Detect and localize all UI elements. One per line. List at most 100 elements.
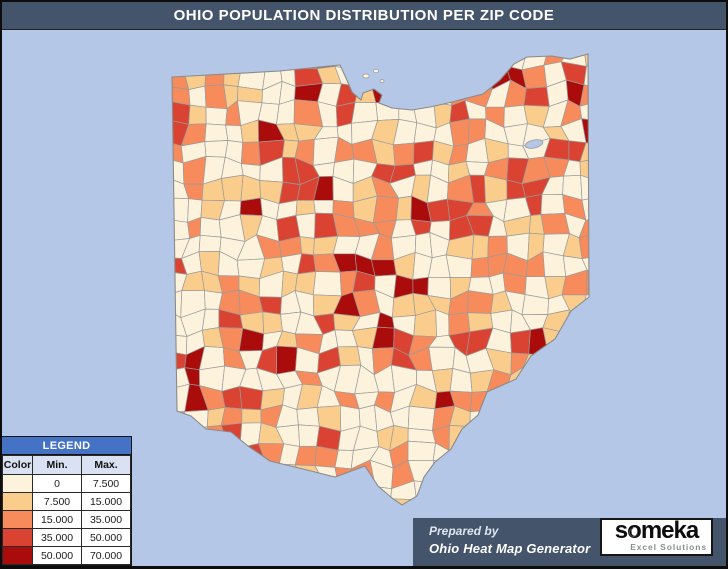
zip-cell[interactable] xyxy=(468,64,493,90)
zip-cell[interactable] xyxy=(560,370,587,386)
zip-cell[interactable] xyxy=(563,426,588,449)
zip-cell[interactable] xyxy=(225,124,244,143)
zip-cell[interactable] xyxy=(542,364,569,395)
zip-cell[interactable] xyxy=(429,43,455,71)
zip-cell[interactable] xyxy=(239,197,263,216)
zip-cell[interactable] xyxy=(561,461,589,487)
zip-cell[interactable] xyxy=(543,484,569,505)
zip-cell[interactable] xyxy=(581,118,606,148)
zip-cell[interactable] xyxy=(581,196,605,221)
zip-cell[interactable] xyxy=(351,102,379,124)
zip-cell[interactable] xyxy=(370,259,397,277)
zip-cell[interactable] xyxy=(412,276,429,296)
zip-cell[interactable] xyxy=(205,106,228,126)
zip-cell[interactable] xyxy=(238,503,266,522)
zip-cell[interactable] xyxy=(354,82,377,104)
zip-cell[interactable] xyxy=(540,193,566,215)
zip-cell[interactable] xyxy=(203,463,226,486)
zip-cell[interactable] xyxy=(260,49,281,66)
zip-cell[interactable] xyxy=(579,157,603,183)
zip-cell[interactable] xyxy=(313,199,334,214)
zip-cell[interactable] xyxy=(180,483,210,506)
zip-cell[interactable] xyxy=(181,441,209,470)
zip-cell[interactable] xyxy=(167,290,183,319)
zip-cell[interactable] xyxy=(579,142,606,163)
zip-cell[interactable] xyxy=(221,174,244,202)
zip-cell[interactable] xyxy=(221,463,246,483)
zip-cell[interactable] xyxy=(523,391,547,407)
zip-cell[interactable] xyxy=(542,384,571,409)
zip-cell[interactable] xyxy=(262,311,283,335)
zip-cell[interactable] xyxy=(465,464,492,485)
zip-cell[interactable] xyxy=(314,445,339,468)
zip-cell[interactable] xyxy=(312,271,342,297)
zip-cell[interactable] xyxy=(188,104,207,125)
zip-cell[interactable] xyxy=(162,426,184,443)
zip-cell[interactable] xyxy=(426,198,451,223)
zip-cell[interactable] xyxy=(582,330,606,350)
zip-cell[interactable] xyxy=(413,480,437,502)
zip-cell[interactable] xyxy=(188,85,207,108)
zip-cell[interactable] xyxy=(582,347,606,374)
zip-cell[interactable] xyxy=(276,345,298,375)
zip-cell[interactable] xyxy=(300,504,323,524)
zip-cell[interactable] xyxy=(220,407,243,426)
zip-cell[interactable] xyxy=(579,423,603,449)
zip-cell[interactable] xyxy=(220,502,241,520)
zip-cell[interactable] xyxy=(583,478,606,505)
zip-cell[interactable] xyxy=(471,234,489,260)
zip-cell[interactable] xyxy=(435,309,450,338)
zip-cell[interactable] xyxy=(560,384,585,409)
zip-cell[interactable] xyxy=(259,480,281,506)
zip-cell[interactable] xyxy=(467,290,494,314)
zip-cell[interactable] xyxy=(579,406,607,428)
zip-cell[interactable] xyxy=(470,256,490,278)
zip-cell[interactable] xyxy=(166,47,187,67)
zip-cell[interactable] xyxy=(198,234,222,253)
zip-cell[interactable] xyxy=(203,480,229,506)
zip-cell[interactable] xyxy=(487,464,511,485)
zip-cell[interactable] xyxy=(565,478,587,503)
zip-cell[interactable] xyxy=(357,484,379,505)
zip-cell[interactable] xyxy=(581,384,606,411)
zip-cell[interactable] xyxy=(298,424,320,447)
zip-cell[interactable] xyxy=(202,440,228,470)
zip-cell[interactable] xyxy=(163,218,191,242)
zip-cell[interactable] xyxy=(199,217,222,238)
zip-cell[interactable] xyxy=(543,461,569,487)
zip-cell[interactable] xyxy=(339,504,361,521)
zip-cell[interactable] xyxy=(299,236,315,256)
zip-cell[interactable] xyxy=(166,197,189,223)
zip-cell[interactable] xyxy=(504,421,532,448)
zip-cell[interactable] xyxy=(469,449,492,470)
zip-cell[interactable] xyxy=(448,449,472,470)
zip-cell[interactable] xyxy=(182,47,208,67)
zip-cell[interactable] xyxy=(334,449,354,470)
zip-cell[interactable] xyxy=(586,447,602,471)
zip-cell[interactable] xyxy=(504,442,532,469)
zip-cell[interactable] xyxy=(585,466,603,481)
zip-cell[interactable] xyxy=(320,504,342,520)
zip-cell[interactable] xyxy=(428,346,456,372)
zip-cell[interactable] xyxy=(181,426,208,443)
zip-cell[interactable] xyxy=(524,479,550,507)
zip-cell[interactable] xyxy=(428,482,456,504)
zip-cell[interactable] xyxy=(522,364,549,395)
zip-cell[interactable] xyxy=(279,501,304,525)
ohio-choropleth-map[interactable] xyxy=(2,30,726,566)
zip-cell[interactable] xyxy=(220,422,243,449)
zip-cell[interactable] xyxy=(485,446,506,469)
zip-cell[interactable] xyxy=(204,123,229,142)
zip-cell[interactable] xyxy=(224,440,246,465)
zip-cell[interactable] xyxy=(372,195,399,224)
zip-cell[interactable] xyxy=(221,480,241,504)
zip-cell[interactable] xyxy=(218,47,244,68)
zip-cell[interactable] xyxy=(531,461,551,485)
zip-cell[interactable] xyxy=(337,346,362,366)
zip-cell[interactable] xyxy=(486,479,511,504)
zip-cell[interactable] xyxy=(264,501,281,524)
zip-cell[interactable] xyxy=(469,426,487,452)
zip-cell[interactable] xyxy=(580,310,604,333)
zip-cell[interactable] xyxy=(408,64,435,84)
zip-cell[interactable] xyxy=(523,86,550,107)
